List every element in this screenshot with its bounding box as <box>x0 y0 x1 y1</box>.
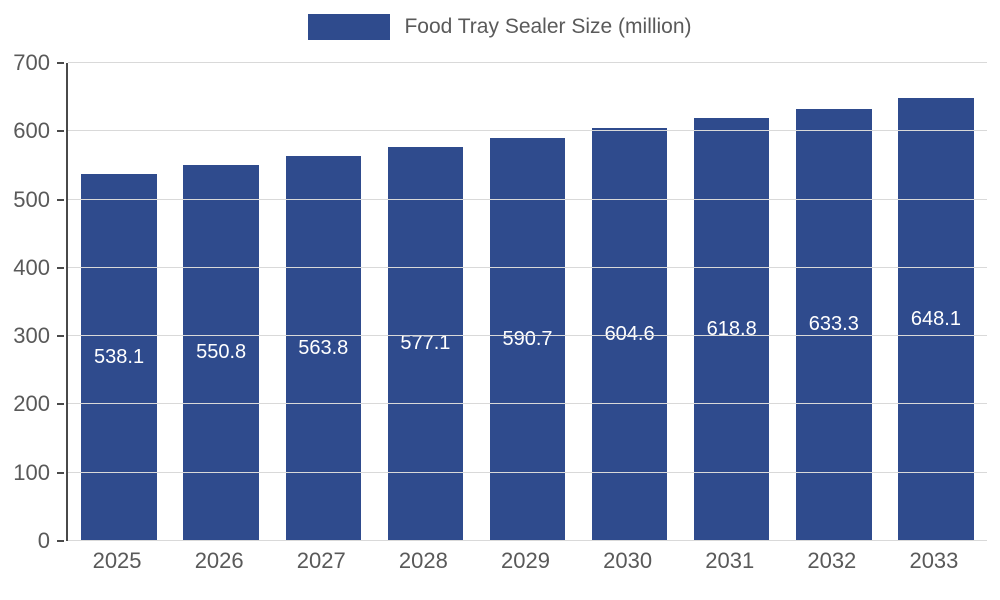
y-tick-label: 700 <box>13 50 50 75</box>
y-tick-label: 0 <box>37 528 50 553</box>
x-axis: 2025 2026 2027 2028 2029 2030 2031 2032 2033 <box>66 548 985 574</box>
x-tick-label: 2026 <box>194 548 244 573</box>
y-tick-mark <box>57 335 64 338</box>
bar-value-label: 590.7 <box>502 327 553 350</box>
gridline <box>68 335 987 337</box>
bar-slot: 577.1 <box>374 63 476 541</box>
gridline <box>68 266 987 268</box>
bar: 538.1 <box>81 173 157 541</box>
gridline <box>68 403 987 405</box>
x-tick-label: 2032 <box>807 548 857 573</box>
y-tick-mark <box>57 540 64 542</box>
gridline <box>68 62 987 63</box>
bar-value-label: 648.1 <box>910 308 961 331</box>
gridline <box>68 471 987 473</box>
legend-label: Food Tray Sealer Size (million) <box>404 15 692 38</box>
bar: 633.3 <box>796 108 872 541</box>
bar-slot: 618.8 <box>681 63 783 541</box>
y-tick-label: 100 <box>13 459 50 485</box>
gridline <box>68 198 987 200</box>
y-tick-mark <box>57 471 64 474</box>
x-tick-label: 2027 <box>296 548 346 573</box>
legend: Food Tray Sealer Size (million) <box>0 14 1000 40</box>
x-tick-label: 2033 <box>909 548 959 573</box>
y-tick-label: 500 <box>13 186 50 212</box>
y-tick-mark <box>57 403 64 406</box>
bar: 618.8 <box>693 118 770 541</box>
x-tick-label: 2029 <box>501 548 550 573</box>
bar-value-label: 633.3 <box>808 313 859 336</box>
y-tick-label: 400 <box>13 254 50 280</box>
x-tick-label: 2030 <box>603 548 653 573</box>
bar: 590.7 <box>489 137 566 541</box>
bars-group: 538.1 550.8 563.8 577.1 590.7 604.6 618.8 633.3… <box>68 63 987 541</box>
gridline <box>68 130 987 132</box>
bar-value-label: 618.8 <box>706 318 757 341</box>
bar: 648.1 <box>898 98 974 541</box>
y-tick-mark <box>57 62 64 64</box>
y-tick-label: 600 <box>13 118 50 144</box>
plot-area: 538.1 550.8 563.8 577.1 590.7 604.6 618.8 633.3… <box>66 62 987 541</box>
bar-value-label: 577.1 <box>400 332 451 355</box>
bar: 550.8 <box>183 164 259 541</box>
bar-slot: 563.8 <box>272 63 374 541</box>
y-tick-mark <box>57 266 64 269</box>
y-tick-mark <box>57 130 64 133</box>
bar-value-label: 538.1 <box>94 345 145 368</box>
bar-slot: 538.1 <box>68 63 170 541</box>
bar-value-label: 550.8 <box>196 341 247 364</box>
bar-slot: 648.1 <box>885 63 987 541</box>
bar: 577.1 <box>387 146 464 541</box>
y-tick-label: 200 <box>13 391 50 417</box>
bar: 563.8 <box>285 156 362 541</box>
y-tick-label: 300 <box>13 323 50 349</box>
bar-slot: 604.6 <box>579 63 681 541</box>
bar-value-label: 563.8 <box>298 337 349 359</box>
bar-slot: 590.7 <box>476 63 578 541</box>
bar-slot: 633.3 <box>783 63 885 541</box>
x-tick-label: 2031 <box>705 548 755 573</box>
bar-value-label: 604.6 <box>604 323 655 346</box>
x-tick-label: 2025 <box>92 548 142 573</box>
legend-swatch <box>308 14 391 40</box>
bar-slot: 550.8 <box>170 63 272 541</box>
gridline <box>68 540 987 541</box>
y-axis: 0 100 200 300 400 500 600 700 <box>0 50 64 553</box>
y-tick-mark <box>57 198 64 201</box>
x-tick-label: 2028 <box>398 548 448 573</box>
